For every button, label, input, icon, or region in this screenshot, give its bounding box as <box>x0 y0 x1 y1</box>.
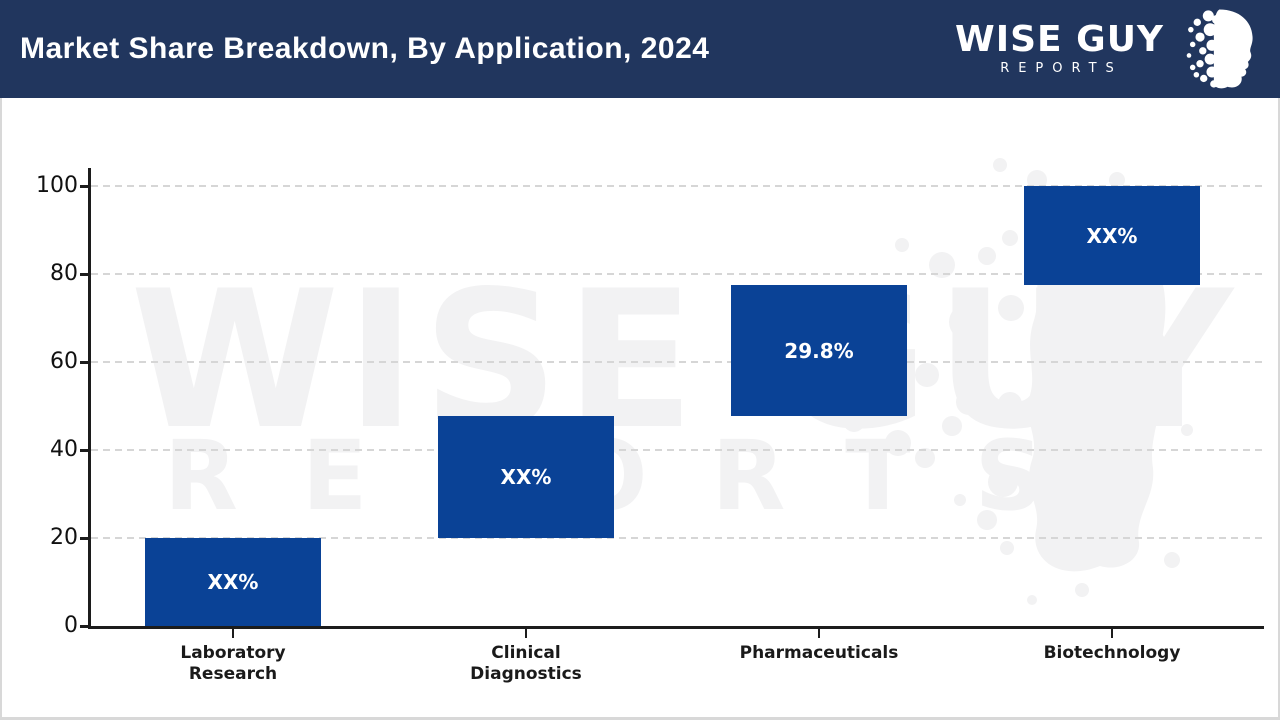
x-axis-category-label: Biotechnology <box>1002 643 1222 664</box>
y-axis-tick-label: 0 <box>64 613 78 638</box>
y-axis-tick-label: 100 <box>36 173 78 198</box>
bar-biotechnology: XX% <box>1024 186 1200 285</box>
y-axis-tick-mark <box>80 449 88 452</box>
x-axis-tick-mark <box>231 629 235 638</box>
y-axis-line <box>88 168 91 629</box>
bar-value-label: 29.8% <box>784 338 854 363</box>
gridline-y-100 <box>91 185 1264 187</box>
x-axis-line <box>88 626 1264 629</box>
x-axis-category-label-line: Diagnostics <box>470 664 582 684</box>
x-axis-category-label-line: Biotechnology <box>1043 643 1181 663</box>
header-bar: Market Share Breakdown, By Application, … <box>0 0 1280 98</box>
brand-logo-subtitle: REPORTS <box>1000 61 1123 76</box>
x-axis-category-label: Clinical Diagnostics <box>416 643 636 685</box>
bar-value-label: XX% <box>207 570 259 594</box>
gridline-y-20 <box>91 537 1264 539</box>
y-axis-tick-mark <box>80 537 88 540</box>
x-axis-tick-mark <box>1110 629 1114 638</box>
y-axis-tick-label: 60 <box>50 349 78 374</box>
y-axis-tick-mark <box>80 273 88 276</box>
x-axis-category-label: Pharmaceuticals <box>709 643 929 664</box>
brand-logo-text: WISE GUY REPORTS <box>954 19 1164 77</box>
x-axis-tick-mark <box>817 629 821 638</box>
gridline-y-60 <box>91 361 1264 363</box>
plot-area: 0 20 40 60 80 100 XX% XX% 29.8% XX% Laboratory Rese… <box>2 98 1278 717</box>
page-title: Market Share Breakdown, By Application, … <box>20 32 710 65</box>
chart-canvas: WISE GUY REPORTS 0 20 40 60 80 100 XX% XX% 29.8%… <box>0 98 1280 720</box>
x-axis-category-label-line: Research <box>188 664 278 684</box>
brand-logo-name: WISE GUY <box>954 19 1164 60</box>
x-axis-category-label-line: Laboratory <box>180 643 286 663</box>
bar-pharmaceuticals: 29.8% <box>731 285 907 417</box>
gridline-y-80 <box>91 273 1264 275</box>
y-axis-tick-mark <box>80 361 88 364</box>
watermark-face-dots <box>843 158 1199 605</box>
y-axis-tick-label: 20 <box>50 525 78 550</box>
face-dots-icon <box>1186 9 1253 89</box>
bar-clinical-diagnostics: XX% <box>438 416 614 538</box>
x-axis-category-label-line: Clinical <box>491 643 561 663</box>
y-axis-tick-label: 80 <box>50 261 78 286</box>
x-axis-tick-mark <box>524 629 528 638</box>
y-axis-tick-mark <box>80 625 88 628</box>
y-axis-tick-mark <box>80 185 88 188</box>
bar-laboratory-research: XX% <box>145 538 321 626</box>
bar-value-label: XX% <box>1086 223 1138 248</box>
y-axis-tick-label: 40 <box>50 437 78 462</box>
bar-value-label: XX% <box>500 465 552 490</box>
gridline-y-40 <box>91 449 1264 451</box>
x-axis-category-label: Laboratory Research <box>123 643 343 685</box>
x-axis-category-label-line: Pharmaceuticals <box>739 643 899 663</box>
brand-logo: WISE GUY REPORTS <box>955 5 1258 93</box>
